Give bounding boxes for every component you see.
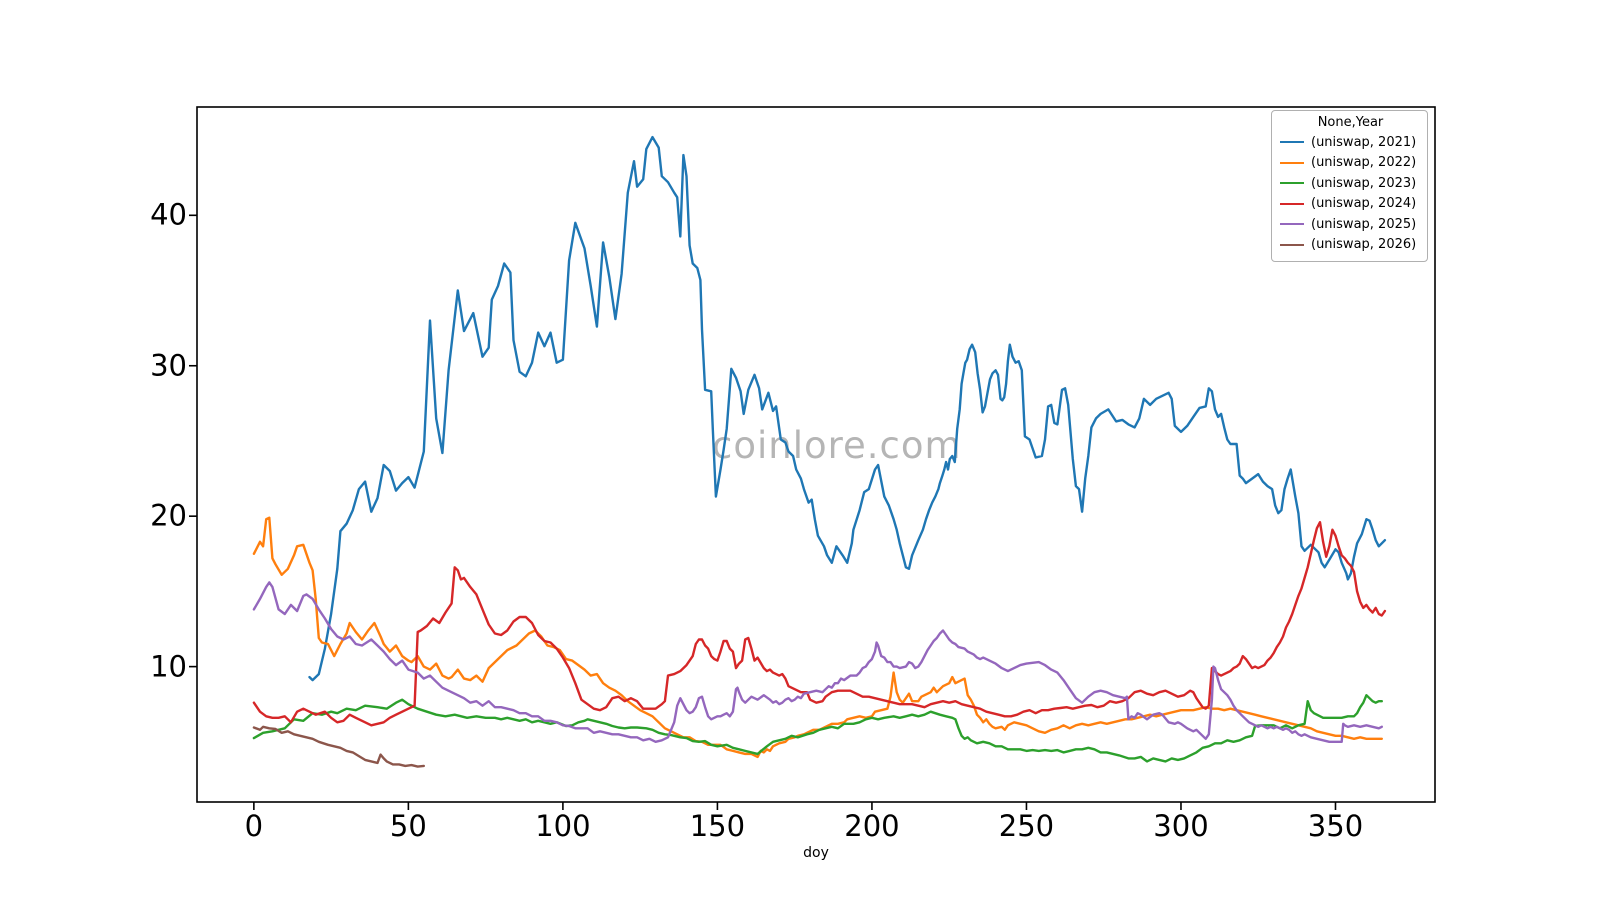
x-tick-label: 0 (244, 809, 264, 843)
legend-entry-label: (uniswap, 2024) (1311, 196, 1417, 212)
x-tick-label: 350 (1307, 809, 1364, 843)
legend-entries: (uniswap, 2021) (uniswap, 2022) (uniswap, … (1280, 132, 1421, 255)
watermark-text: coinlore.com (712, 424, 962, 467)
legend-entry-2022: (uniswap, 2022) (1280, 153, 1421, 174)
legend-box: None,Year (uniswap, 2021) (uniswap, 2022)… (1271, 110, 1428, 262)
x-tick-label: 150 (689, 809, 746, 843)
y-tick-label: 10 (150, 649, 187, 684)
legend-entry-2023: (uniswap, 2023) (1280, 173, 1421, 194)
x-tick-label: 300 (1153, 809, 1209, 843)
legend-line-swatch-icon (1280, 161, 1304, 164)
series-line-uniswap-2021 (308, 135, 1387, 682)
legend-entry-2026: (uniswap, 2026) (1280, 235, 1421, 256)
legend-entry-label: (uniswap, 2026) (1311, 237, 1417, 253)
legend-title: None,Year (1317, 115, 1384, 130)
series-line-uniswap-2024 (252, 521, 1387, 727)
legend-entry-label: (uniswap, 2022) (1311, 155, 1417, 171)
legend-line-swatch-icon (1280, 202, 1304, 205)
legend-line-swatch-icon (1280, 223, 1304, 226)
legend-entry-label: (uniswap, 2023) (1311, 175, 1417, 191)
series-line-uniswap-2025 (252, 581, 1384, 743)
legend-entry-2025: (uniswap, 2025) (1280, 214, 1421, 235)
series-line-uniswap-2023 (252, 694, 1384, 763)
x-tick-label: 250 (998, 809, 1055, 843)
axes-frame (196, 106, 1436, 803)
x-tick-label: 200 (844, 809, 900, 843)
x-tick-label: 50 (389, 809, 427, 843)
legend-entry-2024: (uniswap, 2024) (1280, 194, 1421, 215)
legend-entry-label: (uniswap, 2021) (1311, 134, 1417, 150)
legend-line-swatch-icon (1280, 243, 1304, 246)
x-axis-label: doy (803, 845, 829, 861)
y-tick-label: 30 (150, 348, 187, 383)
y-tick-label: 20 (150, 498, 187, 533)
x-tick-label: 100 (535, 809, 591, 843)
series-line-uniswap-2026 (252, 725, 425, 768)
legend-line-swatch-icon (1280, 141, 1304, 144)
legend-entry-2021: (uniswap, 2021) (1280, 132, 1421, 153)
legend-entry-label: (uniswap, 2025) (1311, 216, 1417, 232)
y-tick-label: 40 (150, 197, 187, 232)
legend-line-swatch-icon (1280, 182, 1304, 185)
series-line-uniswap-2022 (252, 516, 1384, 759)
